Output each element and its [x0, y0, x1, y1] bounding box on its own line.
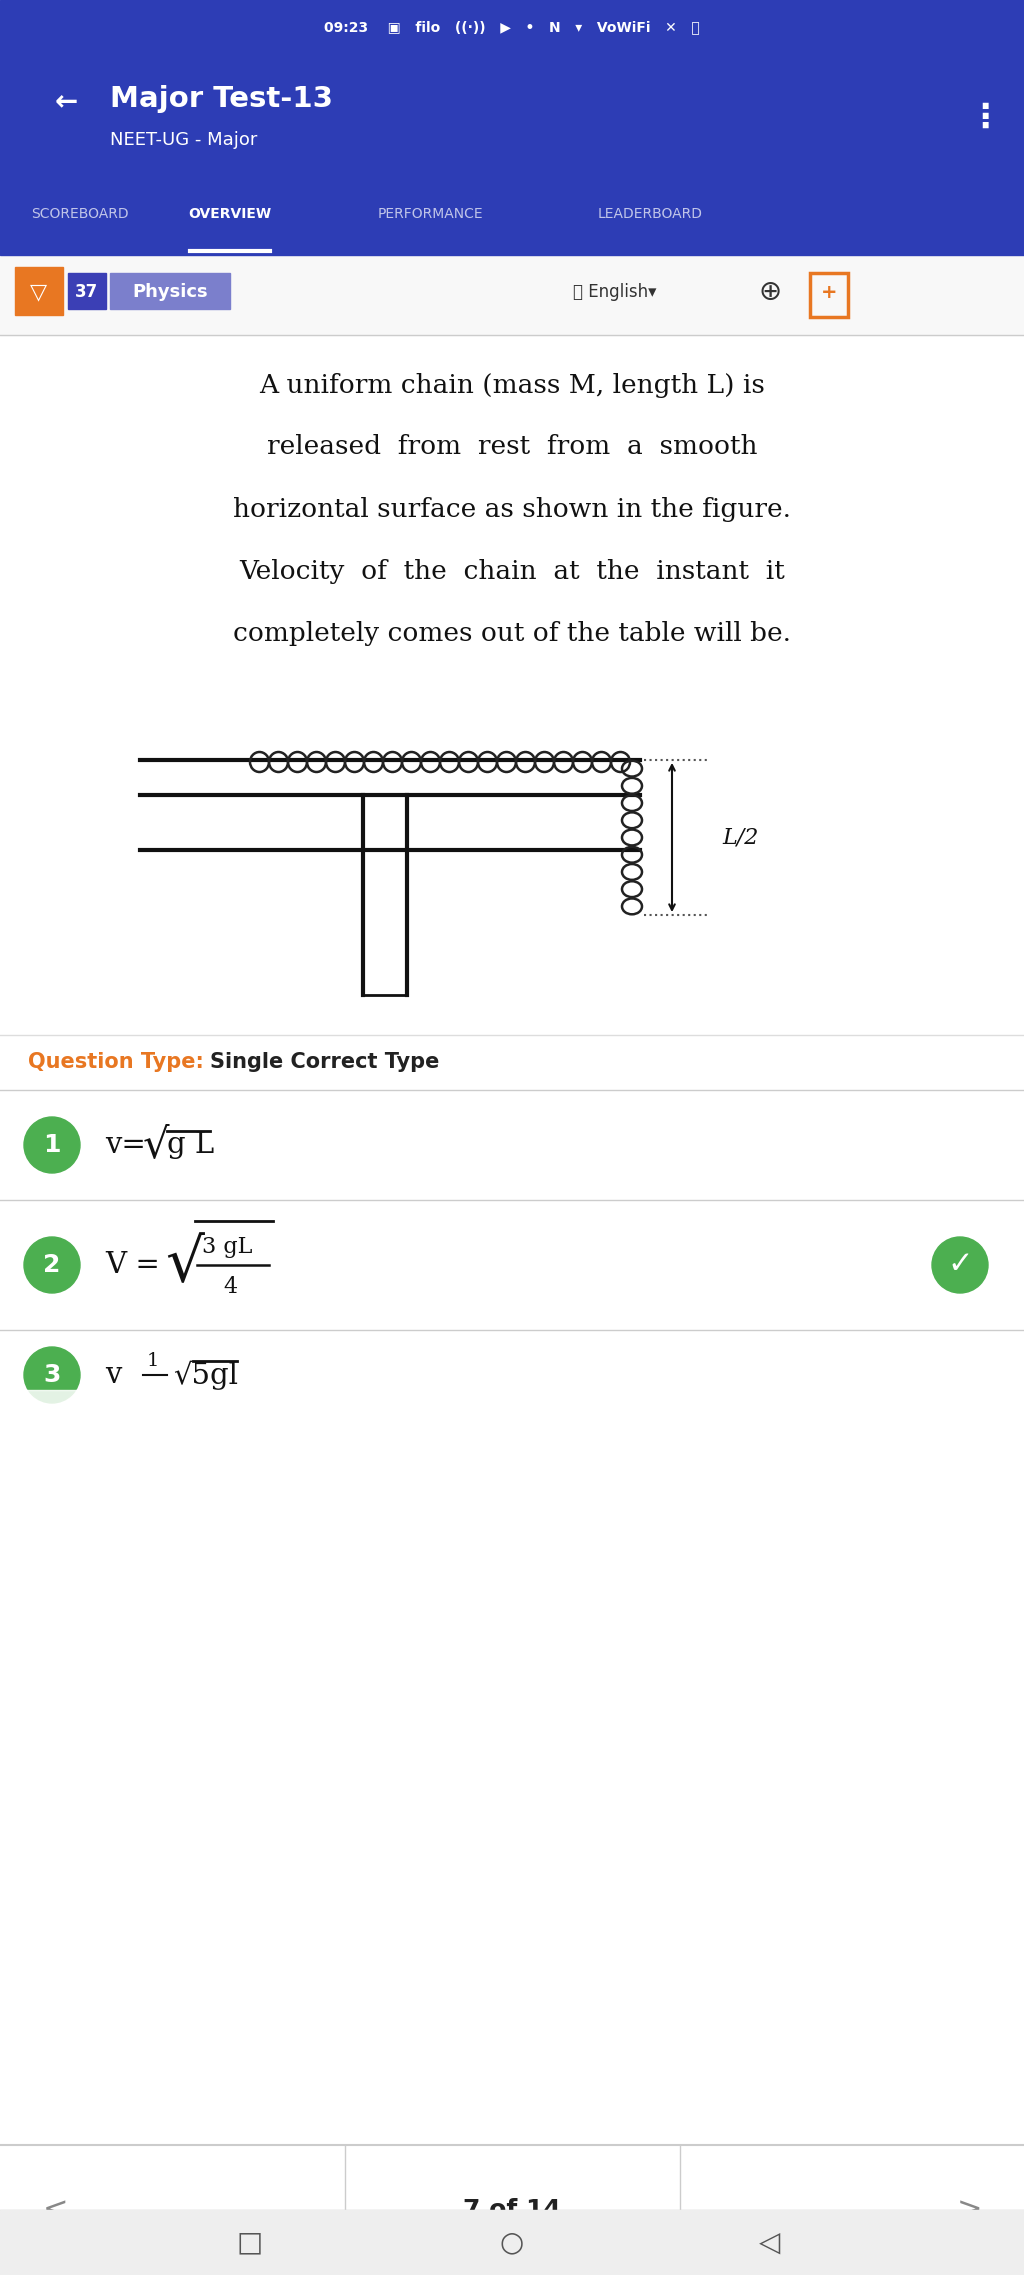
- Bar: [0, 1390, 1024, 1420]
- Text: 37: 37: [76, 282, 98, 300]
- Text: √5gl: √5gl: [173, 1360, 238, 1390]
- Text: LEADERBOARD: LEADERBOARD: [597, 207, 702, 221]
- Text: horizontal surface as shown in the figure.: horizontal surface as shown in the figur…: [233, 496, 791, 521]
- Bar: [0, 2145, 1024, 2209]
- Text: OVERVIEW: OVERVIEW: [188, 207, 271, 221]
- Text: completely comes out of the table will be.: completely comes out of the table will b…: [233, 621, 791, 646]
- Text: Question Type:: Question Type:: [28, 1053, 204, 1072]
- Bar: [0, 0, 1024, 55]
- Text: 1: 1: [43, 1133, 60, 1158]
- Text: L/2: L/2: [722, 826, 759, 849]
- Text: 1: 1: [147, 1351, 160, 1370]
- Bar: [0, 180, 1024, 255]
- Text: 09:23    ▣   filo   ((·))   ▶   •   N   ▾   VoWiFi   ✕   🔋: 09:23 ▣ filo ((·)) ▶ • N ▾ VoWiFi ✕ 🔋: [325, 20, 699, 34]
- Text: g L: g L: [167, 1131, 214, 1158]
- Text: 3 gL: 3 gL: [202, 1235, 252, 1258]
- Text: 3: 3: [43, 1363, 60, 1388]
- Text: SCOREBOARD: SCOREBOARD: [31, 207, 129, 221]
- Bar: [0, 55, 1024, 180]
- Circle shape: [932, 1238, 988, 1292]
- Bar: [110, 273, 230, 309]
- Bar: [15, 266, 63, 314]
- Bar: [0, 2209, 1024, 2275]
- Text: <: <: [42, 2195, 68, 2225]
- Text: A uniform chain (mass M, length L) is: A uniform chain (mass M, length L) is: [259, 373, 765, 398]
- Text: +: +: [821, 282, 838, 303]
- Text: ✓: ✓: [947, 1251, 973, 1279]
- Circle shape: [24, 1117, 80, 1174]
- Text: √: √: [165, 1235, 204, 1294]
- Text: √: √: [143, 1124, 170, 1167]
- Bar: [68, 273, 106, 309]
- Text: released  from  rest  from  a  smooth: released from rest from a smooth: [266, 435, 758, 460]
- Text: 7 of 14: 7 of 14: [463, 2198, 561, 2223]
- Text: NEET-UG - Major: NEET-UG - Major: [110, 132, 257, 148]
- Text: ⋮: ⋮: [969, 100, 1001, 134]
- Text: Physics: Physics: [132, 282, 208, 300]
- Text: Major Test-13: Major Test-13: [110, 84, 333, 114]
- Text: V =: V =: [105, 1251, 169, 1279]
- Bar: [0, 1090, 1024, 1199]
- Text: >: >: [957, 2195, 983, 2225]
- Text: ▽: ▽: [31, 282, 47, 303]
- Text: PERFORMANCE: PERFORMANCE: [377, 207, 482, 221]
- Text: ⊕: ⊕: [759, 278, 781, 307]
- Text: Velocity  of  the  chain  at  the  instant  it: Velocity of the chain at the instant it: [240, 557, 784, 582]
- Text: 2: 2: [43, 1254, 60, 1276]
- Text: ◁: ◁: [760, 2230, 780, 2257]
- Text: Single Correct Type: Single Correct Type: [210, 1053, 439, 1072]
- Text: ○: ○: [500, 2230, 524, 2257]
- Bar: [0, 705, 1024, 1035]
- Text: □: □: [237, 2230, 263, 2257]
- Text: 4: 4: [223, 1276, 238, 1299]
- Text: ←: ←: [55, 89, 78, 116]
- Circle shape: [24, 1238, 80, 1292]
- Bar: [0, 1035, 1024, 1090]
- Bar: [0, 1199, 1024, 1331]
- Text: 🌐 English▾: 🌐 English▾: [573, 282, 656, 300]
- Bar: [0, 255, 1024, 334]
- Circle shape: [24, 1347, 80, 1404]
- Bar: [0, 1331, 1024, 1420]
- Text: v=: v=: [105, 1131, 145, 1158]
- Text: v: v: [105, 1360, 140, 1390]
- Bar: [0, 334, 1024, 705]
